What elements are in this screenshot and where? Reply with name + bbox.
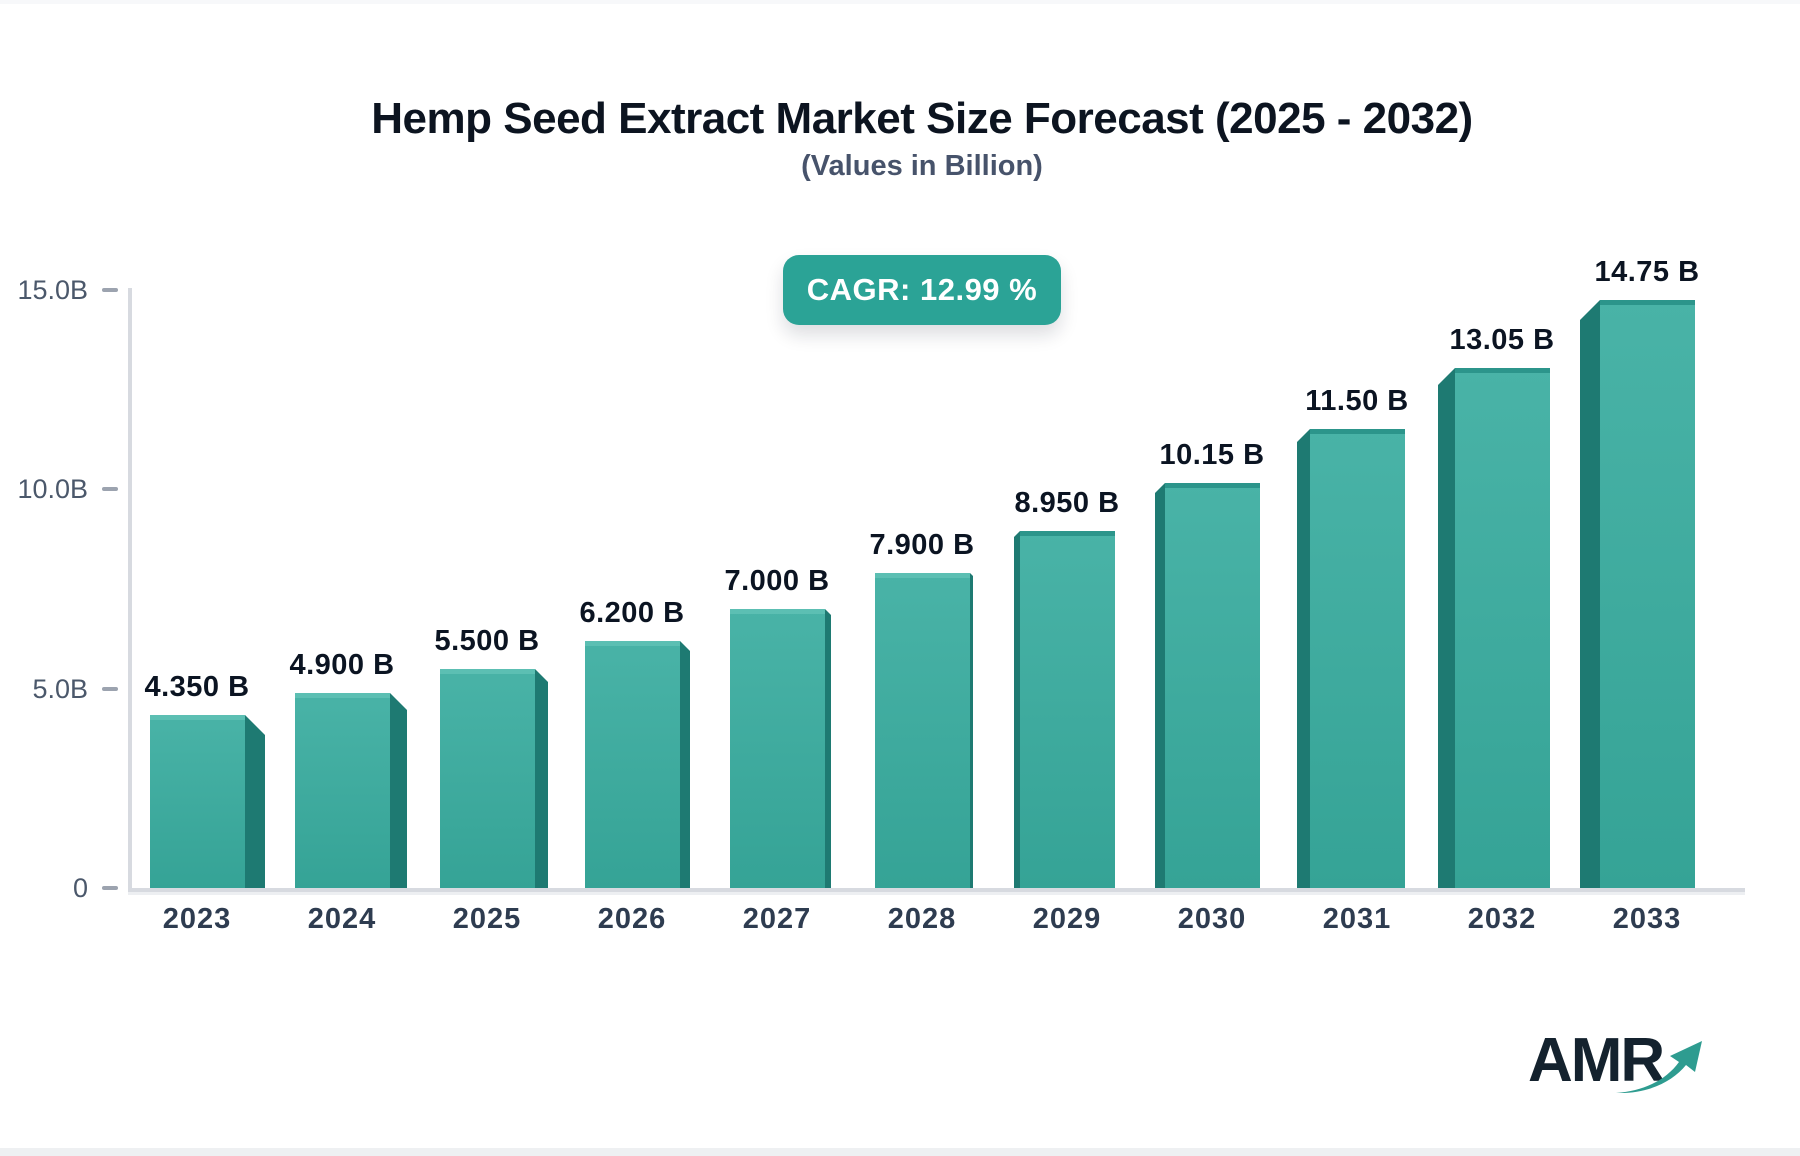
bar-2025: [440, 669, 535, 888]
y-tick-mark: [102, 886, 118, 890]
y-tick-mark: [102, 687, 118, 691]
bar-2032: [1455, 368, 1550, 888]
cagr-badge: CAGR: 12.99 %: [783, 255, 1061, 325]
bar-top-face: [1020, 531, 1115, 536]
bar-side-face-2032: [1438, 368, 1455, 888]
bar-top-face: [295, 693, 390, 698]
bar-side-face-2026: [680, 641, 690, 888]
bar-top-face: [585, 641, 680, 646]
x-tick-label: 2030: [1177, 903, 1247, 935]
amr-logo-text: AMR: [1528, 1026, 1665, 1095]
x-tick-label: 2025: [452, 903, 522, 935]
bar-top-face: [1600, 300, 1695, 305]
bar-value-label: 13.05 B: [1449, 324, 1555, 356]
bar-2028: [875, 573, 970, 888]
x-tick-label: 2029: [1032, 903, 1102, 935]
bar-top-face: [1165, 483, 1260, 488]
bar-side-face-2033: [1580, 300, 1600, 888]
x-tick-label: 2024: [307, 903, 377, 935]
x-axis-shadow: [128, 892, 1745, 895]
y-tick-label: 0: [72, 873, 88, 903]
bar-2031: [1310, 429, 1405, 888]
bar-side-face-2027: [825, 609, 831, 888]
bar-top-face: [1310, 429, 1405, 434]
bar-2029: [1020, 531, 1115, 888]
bar-2030: [1165, 483, 1260, 888]
bar-2033: [1600, 300, 1695, 888]
bar-side-face-2031: [1297, 429, 1310, 888]
x-tick-label: 2028: [887, 903, 957, 935]
bar-top-face: [440, 669, 535, 674]
bar-value-label: 11.50 B: [1305, 385, 1409, 417]
bar-value-label: 4.900 B: [289, 649, 395, 681]
x-tick-label: 2031: [1322, 903, 1392, 935]
y-tick-label: 15.0B: [17, 275, 88, 305]
amr-logo: AMR: [1528, 1030, 1708, 1110]
x-axis-line: [128, 888, 1745, 892]
bar-top-face: [875, 573, 970, 578]
bar-side-face-2024: [390, 693, 407, 888]
chart-subtitle: (Values in Billion): [801, 150, 1043, 182]
y-tick-label: 5.0B: [32, 674, 88, 704]
y-tick-mark: [102, 288, 118, 292]
bar-side-face-2025: [535, 669, 548, 888]
bar-2027: [730, 609, 825, 888]
bar-top-face: [1455, 368, 1550, 373]
x-tick-label: 2032: [1467, 903, 1537, 935]
bar-side-face-2030: [1155, 483, 1165, 888]
x-tick-label: 2026: [597, 903, 667, 935]
y-tick-mark: [102, 487, 118, 491]
chart-title: Hemp Seed Extract Market Size Forecast (…: [371, 94, 1473, 143]
bar-top-face: [150, 715, 245, 720]
x-tick-label: 2033: [1612, 903, 1682, 935]
page-top-border: [0, 0, 1800, 4]
y-axis-line: [128, 288, 132, 892]
bar-value-label: 4.350 B: [144, 671, 250, 703]
y-tick-label: 10.0B: [17, 474, 88, 504]
bar-side-face-2023: [245, 715, 265, 888]
growth-arrow-icon: [1616, 1041, 1702, 1094]
bar-2023: [150, 715, 245, 888]
bar-value-label: 10.15 B: [1159, 439, 1265, 471]
x-tick-label: 2027: [742, 903, 812, 935]
bar-value-label: 14.75 B: [1594, 256, 1700, 288]
bar-value-label: 8.950 B: [1014, 487, 1120, 519]
bar-side-face-2028: [970, 573, 973, 888]
bar-value-label: 7.000 B: [724, 565, 830, 597]
bar-value-label: 7.900 B: [869, 529, 975, 561]
bar-value-label: 5.500 B: [434, 625, 540, 657]
bar-side-face-2029: [1014, 531, 1020, 888]
bar-2026: [585, 641, 680, 888]
bar-value-label: 6.200 B: [579, 597, 685, 629]
x-tick-label: 2023: [162, 903, 232, 935]
bar-2024: [295, 693, 390, 888]
page-bottom-border: [0, 1148, 1800, 1156]
bar-top-face: [730, 609, 825, 614]
